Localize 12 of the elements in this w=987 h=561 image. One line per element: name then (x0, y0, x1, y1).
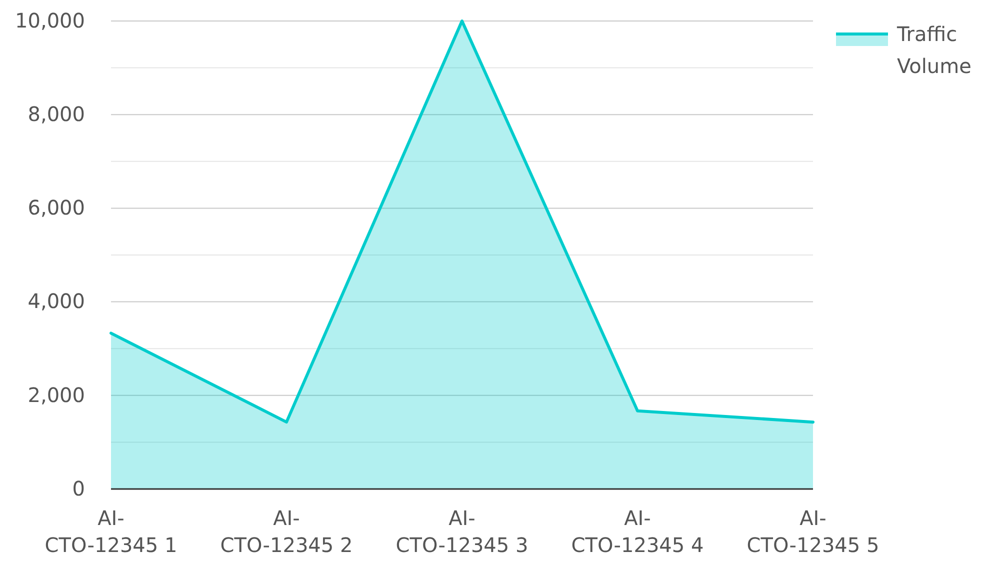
y-tick-label: 0 (72, 476, 85, 500)
x-tick-label: AI-CTO-12345 1 (44, 506, 178, 557)
x-tick-label: AI-CTO-12345 5 (746, 506, 880, 557)
y-tick-label: 2,000 (28, 382, 85, 407)
y-tick-label: 4,000 (28, 289, 85, 314)
x-tick-label: AI-CTO-12345 4 (571, 506, 704, 557)
y-tick-label: 10,000 (15, 8, 85, 32)
x-tick-label: AI-CTO-12345 2 (220, 506, 353, 557)
legend-label: Traffic Volume (896, 22, 972, 78)
y-tick-label: 8,000 (28, 102, 85, 126)
y-tick-label: 6,000 (28, 196, 85, 220)
x-tick-label: AI-CTO-12345 3 (396, 506, 528, 557)
